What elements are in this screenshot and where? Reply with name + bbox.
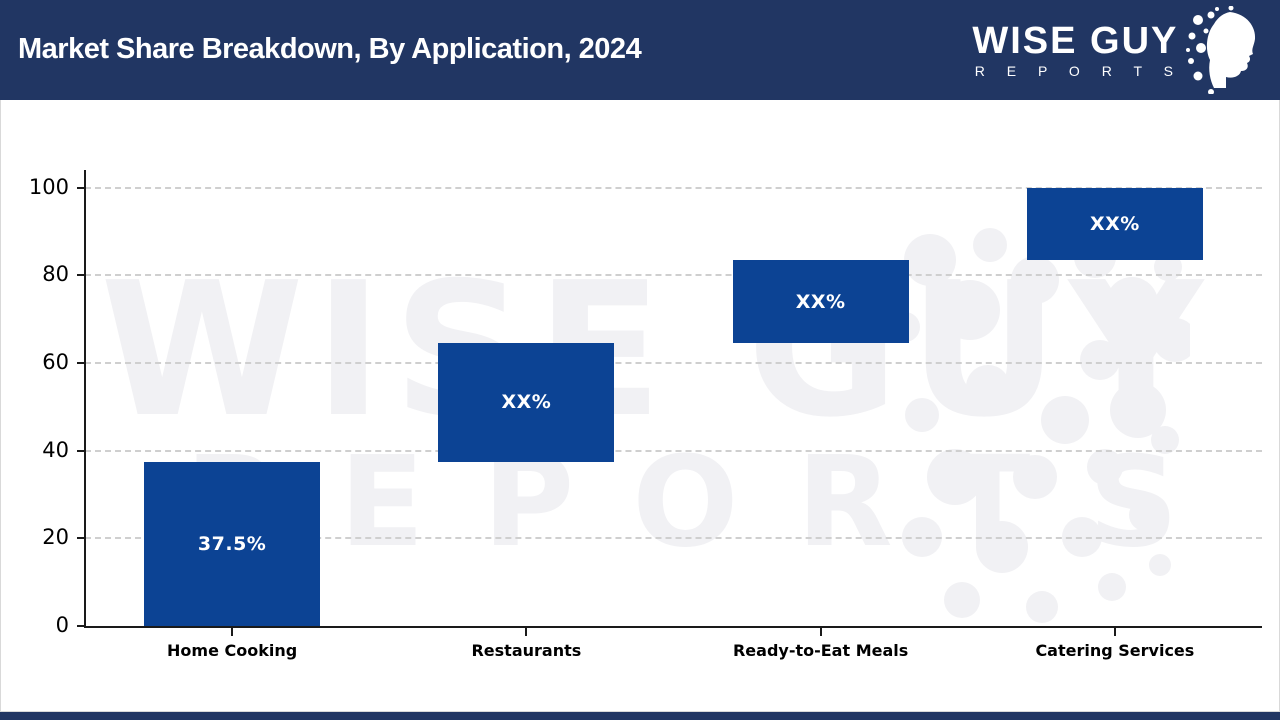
gridline-100 <box>85 186 1262 189</box>
x-tick <box>819 628 822 636</box>
gridline-80 <box>85 274 1262 277</box>
header-bar: Market Share Breakdown, By Application, … <box>0 0 1280 100</box>
bar-value-label: 37.5% <box>197 532 267 555</box>
bar-value-label: XX% <box>795 290 846 313</box>
gridline-60 <box>85 361 1262 364</box>
x-tick-label: Restaurants <box>471 641 582 660</box>
y-tick-label: 0 <box>55 613 69 637</box>
y-tick-100 <box>77 186 85 189</box>
brand-logo: WISE GUY R E P O R T S <box>969 0 1268 100</box>
chart-title: Market Share Breakdown, By Application, … <box>18 33 642 65</box>
watermark-head-icon <box>890 228 1190 623</box>
y-tick-label: 60 <box>42 349 69 374</box>
x-tick <box>525 628 528 636</box>
x-axis-line <box>84 626 1262 628</box>
x-tick-label: Catering Services <box>1035 641 1195 660</box>
y-axis-line <box>84 170 86 628</box>
y-tick-80 <box>77 274 85 277</box>
gridline-20 <box>85 537 1262 540</box>
x-tick <box>1113 628 1116 636</box>
footer-bar <box>0 712 1280 720</box>
x-tick-label: Ready-to-Eat Meals <box>732 641 909 660</box>
brand-logo-text: WISE GUY R E P O R T S <box>969 22 1182 79</box>
bar-value-label: XX% <box>501 391 552 414</box>
y-tick-40 <box>77 449 85 452</box>
brand-head-icon <box>1186 6 1256 94</box>
brand-name: WISE GUY <box>972 19 1179 62</box>
bar-catering-services: XX% <box>1026 187 1203 260</box>
y-tick-60 <box>77 361 85 364</box>
gridline-40 <box>85 449 1262 452</box>
y-tick-0 <box>77 625 85 627</box>
bar-restaurants: XX% <box>438 343 615 462</box>
bar-value-label: XX% <box>1089 212 1140 235</box>
bar-ready-to-eat-meals: XX% <box>732 259 909 344</box>
y-tick-label: 100 <box>28 174 69 199</box>
y-tick-label: 20 <box>42 525 69 550</box>
brand-subname: R E P O R T S <box>974 62 1182 79</box>
y-tick-label: 80 <box>42 262 69 287</box>
y-tick-20 <box>77 537 85 540</box>
y-tick-label: 40 <box>42 437 69 462</box>
x-tick <box>231 628 234 636</box>
bar-home-cooking: 37.5% <box>144 461 321 626</box>
x-tick-label: Home Cooking <box>167 641 298 660</box>
